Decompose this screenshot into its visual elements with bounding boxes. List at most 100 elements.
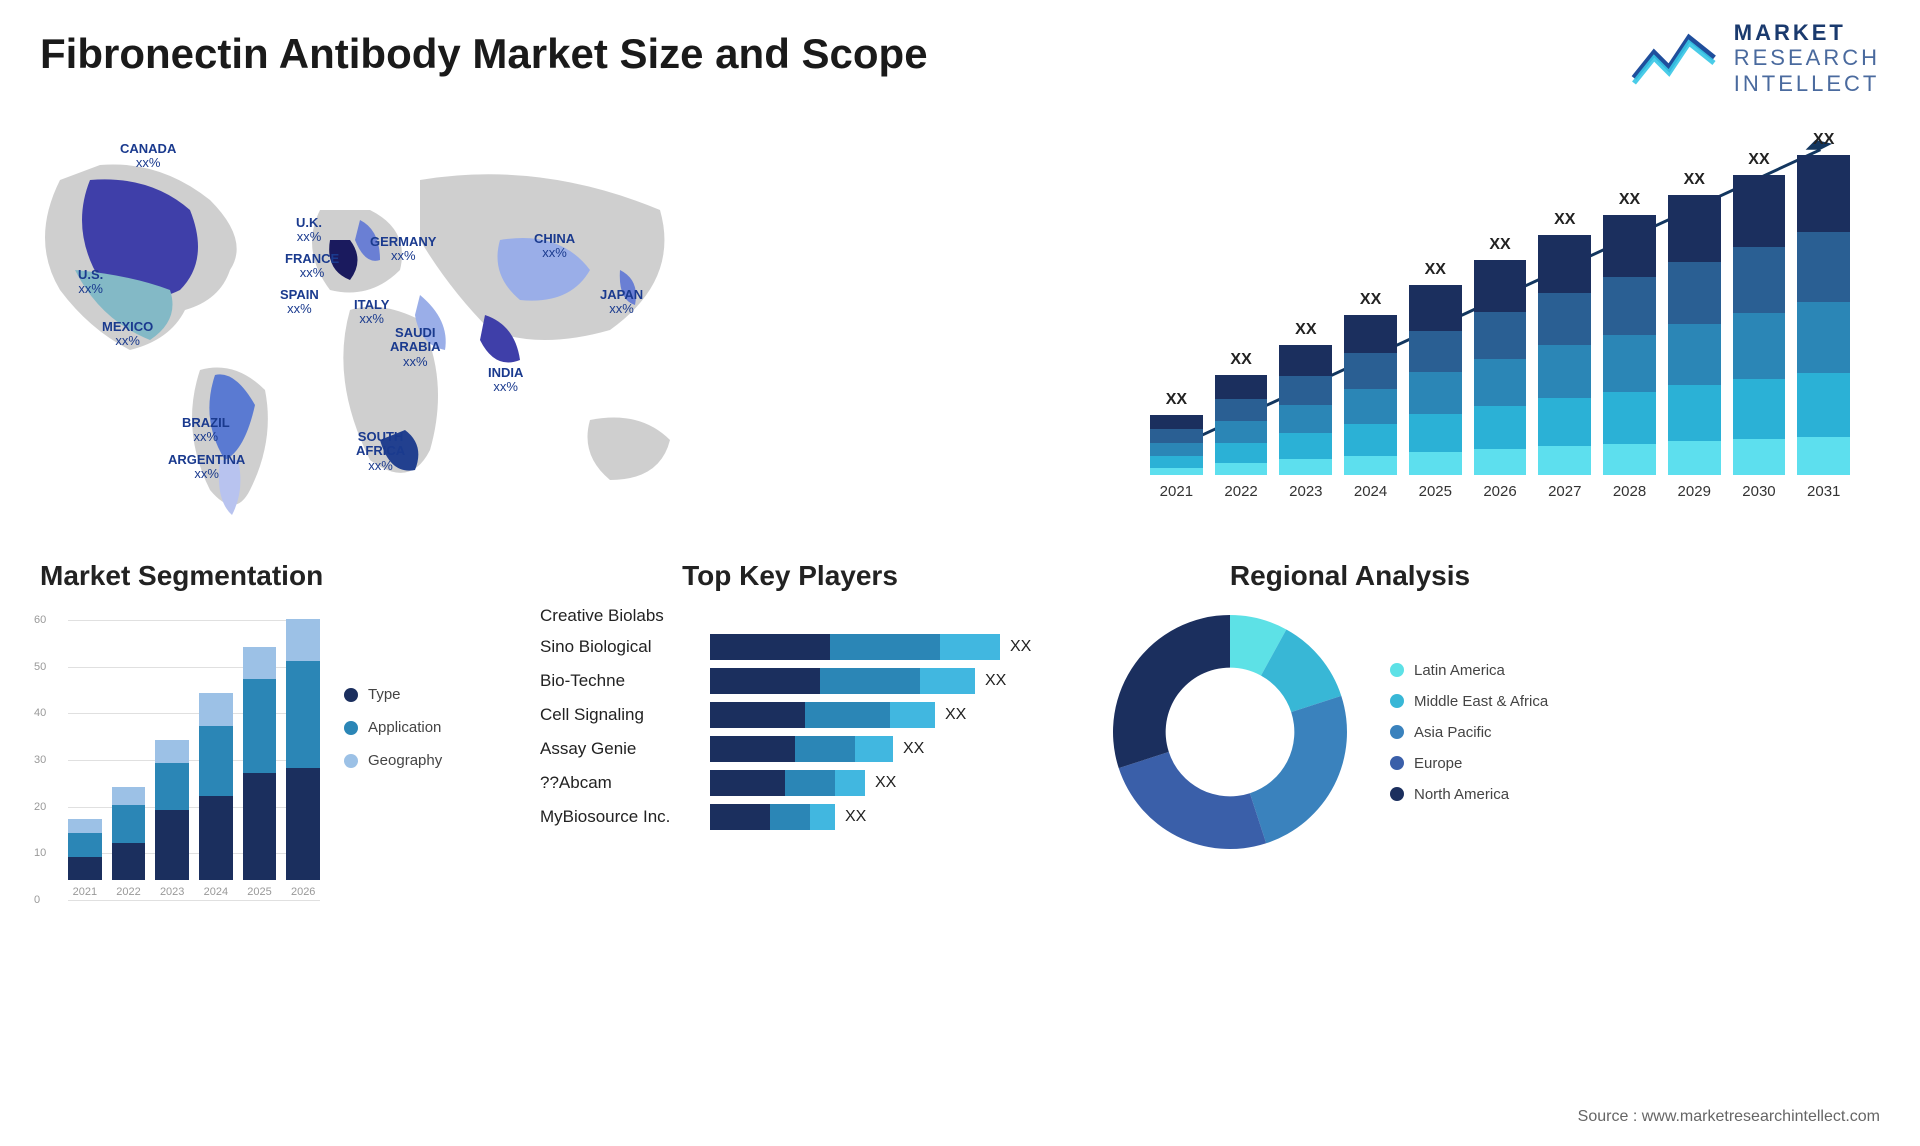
growth-bar-seg — [1279, 433, 1332, 459]
growth-bar-2028: XX2028 — [1603, 191, 1656, 500]
seg-legend-item: Application — [344, 719, 442, 736]
seg-bar-2021: 2021 — [68, 819, 102, 898]
growth-bar-value: XX — [1425, 261, 1446, 279]
map-label-canada: CANADAxx% — [120, 142, 176, 171]
growth-bar-seg — [1344, 315, 1397, 353]
player-seg — [710, 736, 795, 762]
growth-bar-seg — [1150, 415, 1203, 429]
growth-bar-seg — [1538, 345, 1591, 398]
regional-legend-item: Europe — [1390, 755, 1548, 772]
growth-bar-value: XX — [1360, 291, 1381, 309]
growth-bar-seg — [1344, 456, 1397, 475]
player-value: XX — [903, 740, 924, 758]
player-name: Assay Genie — [540, 739, 710, 759]
player-row: Cell SignalingXX — [540, 702, 1040, 728]
seg-year: 2024 — [204, 886, 228, 898]
growth-bar-seg — [1474, 312, 1527, 359]
growth-bar-seg — [1733, 247, 1786, 313]
legend-label: Type — [368, 686, 401, 703]
logo-line2: RESEARCH — [1734, 45, 1880, 70]
map-label-germany: GERMANYxx% — [370, 235, 436, 264]
growth-bar-stack — [1215, 375, 1268, 475]
players-section: Top Key Players Creative BiolabsSino Bio… — [540, 560, 1040, 960]
growth-bar-seg — [1215, 421, 1268, 443]
legend-dot-icon — [344, 721, 358, 735]
growth-bar-value: XX — [1813, 131, 1834, 149]
growth-bar-value: XX — [1166, 391, 1187, 409]
growth-bar-2030: XX2030 — [1733, 151, 1786, 500]
growth-bar-seg — [1344, 424, 1397, 456]
growth-bar-seg — [1538, 293, 1591, 346]
seg-ytick: 40 — [34, 707, 46, 719]
growth-bar-seg — [1344, 389, 1397, 424]
legend-label: Application — [368, 719, 441, 736]
growth-bar-seg — [1733, 175, 1786, 247]
regional-donut — [1100, 602, 1360, 862]
player-seg — [835, 770, 865, 796]
map-label-spain: SPAINxx% — [280, 288, 319, 317]
player-seg — [920, 668, 975, 694]
players-title: Top Key Players — [540, 560, 1040, 592]
legend-label: Geography — [368, 752, 442, 769]
growth-bar-value: XX — [1748, 151, 1769, 169]
logo-text: MARKET RESEARCH INTELLECT — [1734, 20, 1880, 96]
player-seg — [855, 736, 893, 762]
growth-bar-year: 2025 — [1419, 483, 1452, 500]
seg-seg — [199, 693, 233, 726]
growth-bar-seg — [1538, 235, 1591, 293]
seg-seg — [112, 787, 146, 806]
map-label-south-africa: SOUTHAFRICAxx% — [356, 430, 405, 473]
growth-bar-seg — [1733, 313, 1786, 379]
legend-label: Europe — [1414, 755, 1462, 772]
growth-bar-seg — [1409, 452, 1462, 475]
growth-bar-seg — [1603, 277, 1656, 334]
growth-bar-2023: XX2023 — [1279, 321, 1332, 500]
player-name: Cell Signaling — [540, 705, 710, 725]
player-name: MyBiosource Inc. — [540, 807, 710, 827]
growth-bar-seg — [1474, 406, 1527, 449]
seg-seg — [155, 810, 189, 880]
growth-bar-seg — [1733, 439, 1786, 475]
player-name: ??Abcam — [540, 773, 710, 793]
map-label-argentina: ARGENTINAxx% — [168, 453, 245, 482]
growth-bar-seg — [1279, 459, 1332, 475]
seg-seg — [286, 661, 320, 768]
seg-seg — [68, 833, 102, 856]
player-value: XX — [845, 808, 866, 826]
growth-bar-year: 2029 — [1678, 483, 1711, 500]
map-label-u-k-: U.K.xx% — [296, 216, 322, 245]
player-bar — [710, 668, 975, 694]
player-bar — [710, 702, 935, 728]
player-row: Bio-TechneXX — [540, 668, 1040, 694]
seg-seg — [68, 857, 102, 880]
legend-dot-icon — [344, 754, 358, 768]
seg-seg — [112, 843, 146, 880]
seg-stack — [155, 740, 189, 880]
growth-bar-seg — [1409, 331, 1462, 373]
growth-bar-seg — [1474, 449, 1527, 475]
seg-year: 2026 — [291, 886, 315, 898]
player-seg — [710, 634, 830, 660]
player-value: XX — [985, 672, 1006, 690]
map-label-china: CHINAxx% — [534, 232, 575, 261]
growth-bar-seg — [1150, 468, 1203, 475]
growth-bar-2029: XX2029 — [1668, 171, 1721, 500]
regional-title: Regional Analysis — [1100, 560, 1600, 592]
source-credit: Source : www.marketresearchintellect.com — [1578, 1108, 1880, 1126]
growth-bar-stack — [1733, 175, 1786, 475]
seg-seg — [155, 763, 189, 810]
growth-bar-seg — [1733, 379, 1786, 439]
growth-bar-stack — [1344, 315, 1397, 475]
growth-bar-stack — [1409, 285, 1462, 475]
growth-bar-seg — [1215, 399, 1268, 421]
seg-year: 2023 — [160, 886, 184, 898]
segmentation-legend: Type Application Geography — [344, 670, 442, 785]
seg-ytick: 30 — [34, 754, 46, 766]
map-label-u-s-: U.S.xx% — [78, 268, 103, 297]
seg-seg — [155, 740, 189, 763]
growth-bar-year: 2022 — [1224, 483, 1257, 500]
growth-bar-seg — [1150, 443, 1203, 456]
growth-bar-stack — [1150, 415, 1203, 475]
growth-bar-seg — [1797, 302, 1850, 372]
brand-logo: MARKET RESEARCH INTELLECT — [1629, 20, 1880, 96]
